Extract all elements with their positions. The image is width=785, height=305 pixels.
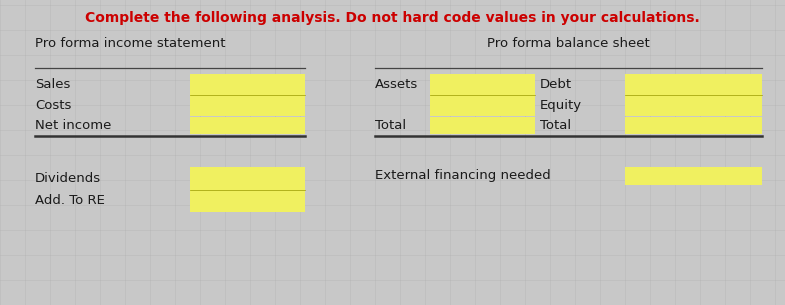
Text: Net income: Net income <box>35 119 111 132</box>
Text: Complete the following analysis. Do not hard code values in your calculations.: Complete the following analysis. Do not … <box>85 11 699 25</box>
Text: Total: Total <box>375 119 406 132</box>
Text: Dividends: Dividends <box>35 172 101 185</box>
Text: Costs: Costs <box>35 99 71 112</box>
Text: Debt: Debt <box>540 78 572 91</box>
Text: External financing needed: External financing needed <box>375 170 551 182</box>
Text: Pro forma income statement: Pro forma income statement <box>35 37 225 50</box>
Text: Add. To RE: Add. To RE <box>35 194 105 207</box>
Text: Sales: Sales <box>35 78 71 91</box>
Text: Equity: Equity <box>540 99 582 112</box>
Text: Assets: Assets <box>375 78 418 91</box>
Text: Pro forma balance sheet: Pro forma balance sheet <box>487 37 650 50</box>
Text: Total: Total <box>540 119 571 132</box>
